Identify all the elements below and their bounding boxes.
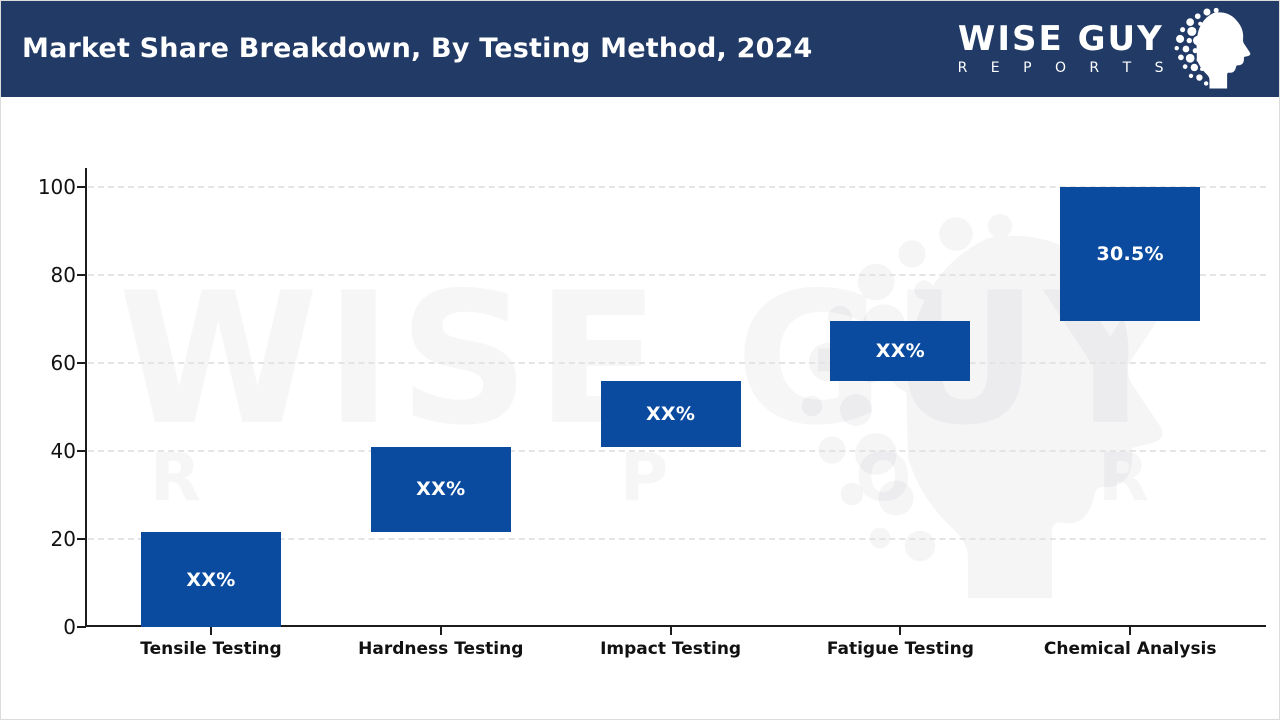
bar-chemical-analysis: 30.5% <box>1060 187 1201 322</box>
header-bar: Market Share Breakdown, By Testing Metho… <box>0 0 1280 97</box>
bar-impact-testing: XX% <box>600 380 741 447</box>
wise-guy-reports-logo: WISE GUY R E P O R T S <box>958 7 1254 91</box>
x-axis-tick-mark <box>899 627 902 635</box>
y-axis-tick-mark <box>77 186 86 188</box>
y-axis-tick-mark <box>77 538 86 540</box>
y-axis-tick-mark <box>77 626 86 628</box>
x-axis-line <box>85 625 1266 627</box>
y-axis-tick-mark <box>77 362 86 364</box>
bar-hardness-testing: XX% <box>370 446 511 533</box>
gridline-80 <box>88 274 1266 276</box>
logo-wordmark: WISE GUY <box>957 19 1164 59</box>
y-axis-tick-mark <box>77 450 86 452</box>
gridline-20 <box>88 538 1266 540</box>
x-axis-label-hardness-testing: Hardness Testing <box>358 639 524 659</box>
bar-value-label: XX% <box>416 478 466 501</box>
chart-title: Market Share Breakdown, By Testing Metho… <box>22 33 813 64</box>
y-axis-tick-mark <box>77 274 86 276</box>
bar-value-label: XX% <box>645 402 696 425</box>
x-axis-label-fatigue-testing: Fatigue Testing <box>826 639 974 659</box>
bar-tensile-testing: XX% <box>141 532 281 627</box>
x-axis-tick-mark <box>210 627 212 635</box>
x-axis-tick-mark <box>669 627 672 635</box>
x-axis-label-chemical-analysis: Chemical Analysis <box>1043 639 1217 659</box>
y-axis-tick-label: 0 <box>63 615 76 639</box>
logo-subtitle: R E P O R T S <box>957 60 1173 76</box>
x-axis-label-impact-testing: Impact Testing <box>600 639 742 659</box>
bar-value-label: XX% <box>875 339 926 362</box>
y-axis-tick-label: 40 <box>50 439 76 463</box>
bar-value-label: XX% <box>186 568 236 591</box>
gridline-60 <box>88 362 1266 364</box>
y-axis-tick-label: 100 <box>37 175 76 199</box>
y-axis-tick-label: 60 <box>50 351 76 375</box>
y-axis-line <box>85 168 87 627</box>
logo-text: WISE GUY R E P O R T S <box>958 22 1164 75</box>
x-axis-tick-mark <box>1129 627 1132 635</box>
y-axis-tick-label: 80 <box>50 263 76 287</box>
gridline-40 <box>88 450 1266 452</box>
gridline-100 <box>88 186 1266 188</box>
bar-value-label: 30.5% <box>1096 243 1164 266</box>
x-axis-tick-mark <box>439 627 442 635</box>
x-axis-label-tensile-testing: Tensile Testing <box>140 639 282 659</box>
bar-fatigue-testing: XX% <box>830 321 971 381</box>
dotted-head-profile-icon <box>1174 7 1251 88</box>
y-axis-tick-label: 20 <box>50 527 76 551</box>
